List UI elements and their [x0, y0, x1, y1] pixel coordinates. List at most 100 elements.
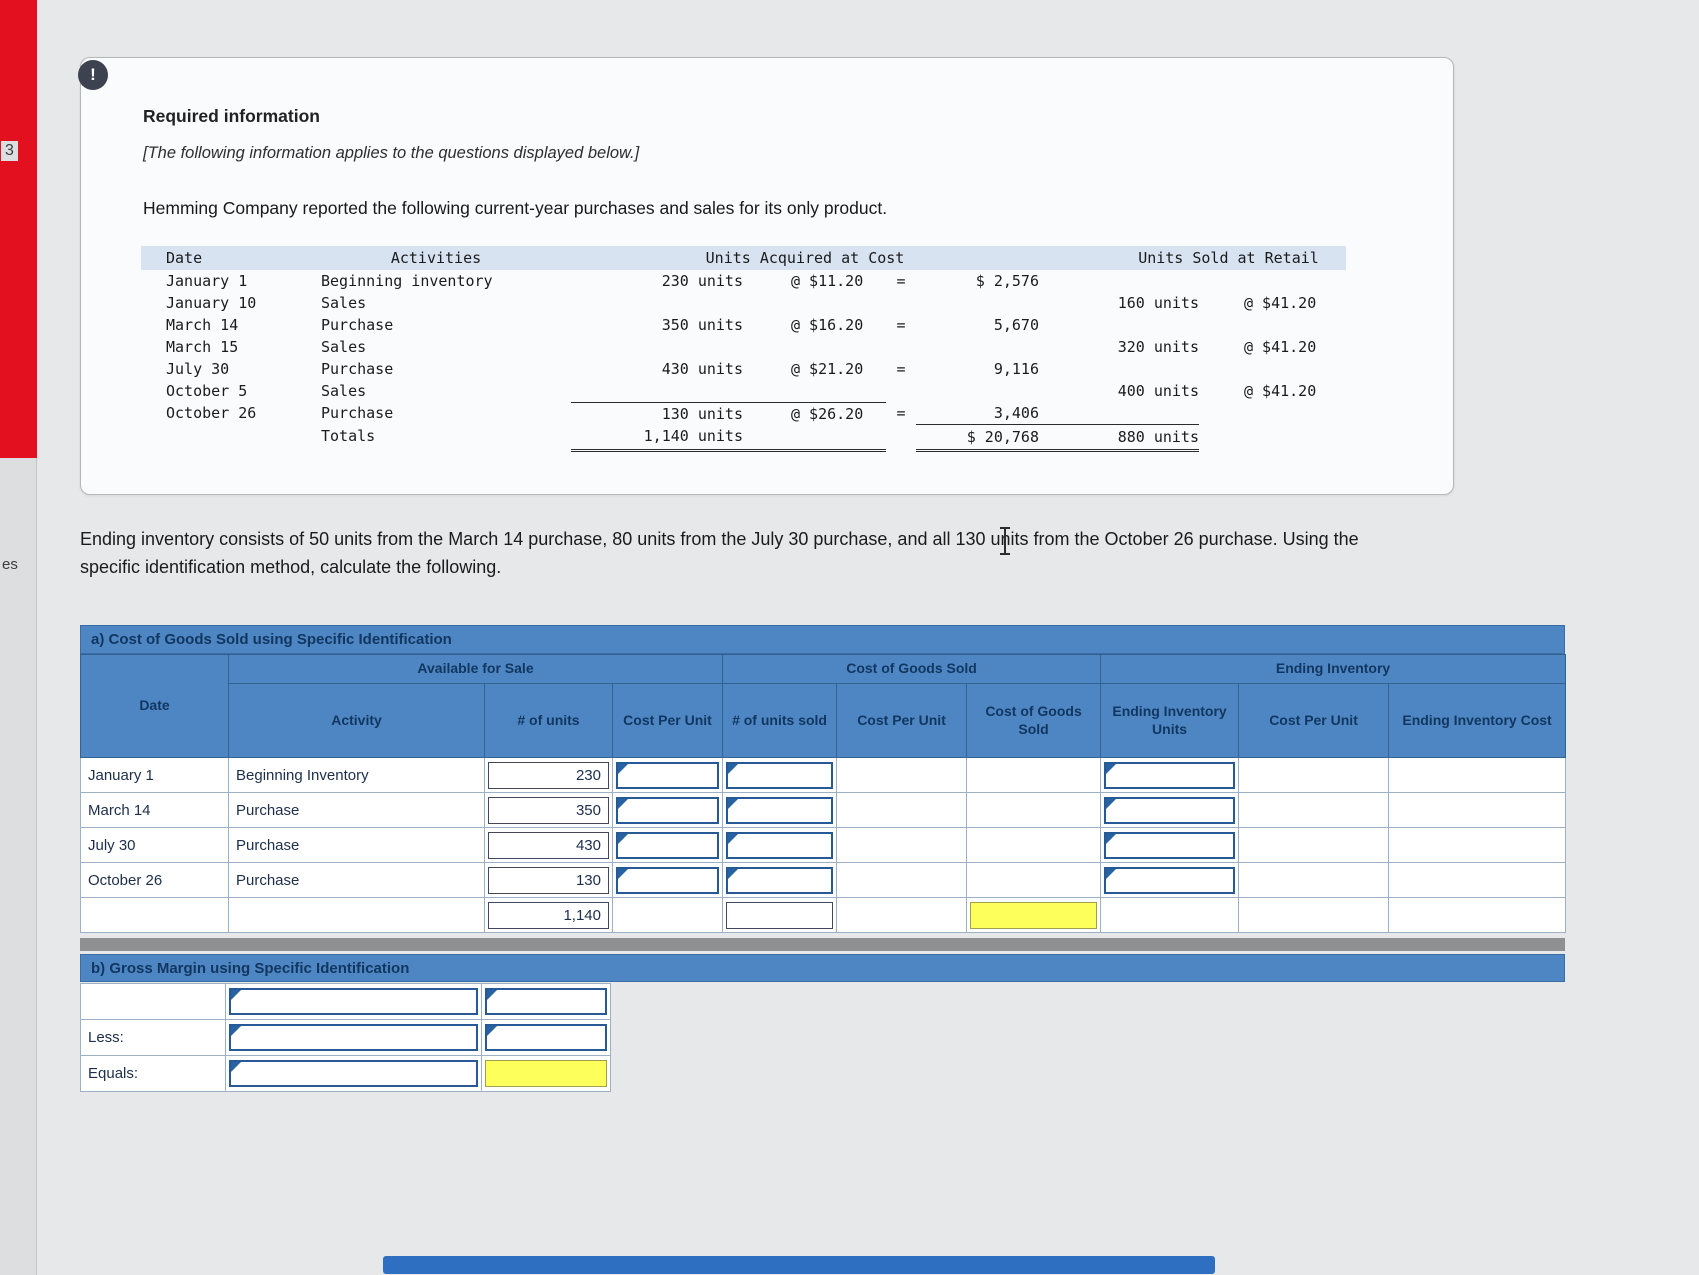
section-b-header-bar: b) Gross Margin using Specific Identific… — [80, 954, 1565, 982]
input-ending-inventory-units[interactable] — [1104, 831, 1236, 859]
cell-activity: Beginning inventory — [321, 272, 493, 290]
cell-sold-price — [1199, 270, 1341, 292]
col-header-ending-cost: Ending Inventory Cost — [1388, 683, 1567, 758]
group-header-row: Date Available for Sale Cost of Goods So… — [80, 654, 1567, 758]
ws-cell-blank — [1388, 827, 1567, 863]
cell-date: January 10 — [166, 294, 257, 312]
inventory-activity-table: Date Activities Units Acquired at Cost U… — [141, 246, 1346, 452]
cell-price: @ $11.20 — [791, 272, 864, 290]
ws-cell-blank — [966, 792, 1102, 828]
input-cost-per-unit[interactable] — [616, 796, 720, 824]
ws-cell-blank — [836, 827, 968, 863]
activity-row: March 14 Purchase 350 units @ $16.20 = 5… — [141, 314, 1346, 336]
cell-date: March 14 — [166, 316, 239, 334]
ws-cell-blank — [966, 862, 1102, 898]
input-units-sold[interactable] — [726, 866, 834, 894]
cell-sold-units — [1111, 314, 1199, 336]
cell-gap — [1039, 336, 1111, 358]
input-less-amount[interactable] — [485, 1024, 607, 1051]
input-gross-margin-item[interactable] — [229, 988, 478, 1015]
input-units-sold[interactable] — [726, 831, 834, 859]
gross-margin-row: Equals: — [80, 1055, 611, 1092]
cell-price — [743, 424, 886, 452]
input-less-item[interactable] — [229, 1024, 478, 1051]
cell-equals — [886, 336, 916, 358]
input-cost-per-unit[interactable] — [616, 761, 720, 789]
ws-cell-date: July 30 — [80, 827, 229, 863]
header-date: Date — [166, 249, 203, 267]
input-ending-inventory-units[interactable] — [1104, 761, 1236, 789]
section-divider — [80, 938, 1565, 951]
left-edge-label-bottom: es — [2, 556, 18, 573]
col-header-activity: Activity — [228, 683, 485, 758]
cell-price: @ $16.20 — [791, 316, 864, 334]
input-cost-per-unit[interactable] — [616, 866, 720, 894]
cell-sold-price: @ $41.20 — [1244, 338, 1317, 356]
input-cost-per-unit[interactable] — [616, 831, 720, 859]
cell-price — [743, 380, 886, 402]
input-units-sold[interactable] — [726, 796, 834, 824]
cell-equals — [886, 292, 916, 314]
cell-sold-price — [1199, 358, 1341, 380]
ws-cell-activity: Beginning Inventory — [228, 757, 485, 793]
input-units-sold[interactable] — [726, 761, 834, 789]
cell-units — [571, 380, 743, 402]
ws-cell-date: October 26 — [80, 862, 229, 898]
cell-date: January 1 — [166, 272, 248, 290]
header-activities: Activities — [390, 249, 482, 267]
cell-sold-price — [1199, 402, 1341, 425]
cell-sold-units — [1111, 402, 1199, 425]
ws-cell-blank — [836, 757, 968, 793]
left-red-strip — [0, 0, 37, 458]
units-value: 350 — [488, 796, 609, 824]
cell-cost: 3,406 — [993, 404, 1039, 422]
problem-intro-text: Hemming Company reported the following c… — [143, 198, 888, 218]
cell-cost — [916, 336, 1039, 358]
section-b-title: b) Gross Margin using Specific Identific… — [91, 959, 410, 977]
section-a-title: a) Cost of Goods Sold using Specific Ide… — [91, 631, 452, 648]
equals-highlight-cell[interactable] — [485, 1060, 607, 1087]
input-ending-inventory-units[interactable] — [1104, 866, 1236, 894]
group-cost-of-goods-sold: Cost of Goods Sold — [722, 654, 1102, 684]
gross-margin-row — [80, 983, 611, 1020]
cell-end-spacer — [1341, 314, 1346, 336]
ws-cell-blank — [1388, 792, 1567, 828]
cell-date: October 26 — [166, 404, 257, 422]
worksheet-row: January 1 Beginning Inventory 230 — [80, 757, 1567, 793]
ws-cell-blank — [836, 897, 968, 933]
alert-badge-glyph: ! — [90, 65, 96, 84]
cell-gap — [1039, 314, 1111, 336]
bottom-scrollbar[interactable] — [383, 1256, 1215, 1274]
cell-gap — [1039, 380, 1111, 402]
cell-cost: 9,116 — [993, 360, 1039, 378]
cell-units: 350 units — [661, 316, 743, 334]
total-cogs-highlight-cell[interactable] — [970, 901, 1098, 929]
ws-cell-blank — [966, 757, 1102, 793]
row-label-equals: Equals: — [80, 1055, 226, 1092]
header-spacer — [1039, 246, 1111, 270]
cell-sold-units: 160 units — [1117, 294, 1199, 312]
cell-sold-price — [1199, 314, 1341, 336]
activity-row: January 10 Sales 160 units @ $41.20 — [141, 292, 1346, 314]
total-units-sold-box[interactable] — [726, 901, 834, 929]
ws-cell-blank — [80, 897, 229, 933]
col-header-cost-per-unit-sold: Cost Per Unit — [836, 683, 968, 758]
input-equals-item[interactable] — [229, 1060, 478, 1087]
input-ending-inventory-units[interactable] — [1104, 796, 1236, 824]
cell-cost — [916, 380, 1039, 402]
cell-gap — [1039, 292, 1111, 314]
input-gross-margin-amount[interactable] — [485, 988, 607, 1015]
required-info-panel: Required information [The following info… — [80, 57, 1454, 495]
cell-sold-price: @ $41.20 — [1244, 382, 1317, 400]
col-header-units: # of units — [484, 683, 613, 758]
left-edge-label-top: 3 — [1, 141, 18, 161]
cell-sold-units — [1111, 358, 1199, 380]
col-header-cogs: Cost of Goods Sold — [966, 683, 1102, 758]
worksheet-a-table: Date Available for Sale Cost of Goods So… — [80, 654, 1567, 933]
ws-cell-blank — [1388, 897, 1567, 933]
cell-end-spacer — [1341, 380, 1346, 402]
header-units-sold: Units Sold at Retail — [1138, 249, 1319, 267]
cell-equals — [886, 424, 916, 452]
activity-row: October 5 Sales 400 units @ $41.20 — [141, 380, 1346, 402]
text-cursor — [998, 527, 1012, 557]
